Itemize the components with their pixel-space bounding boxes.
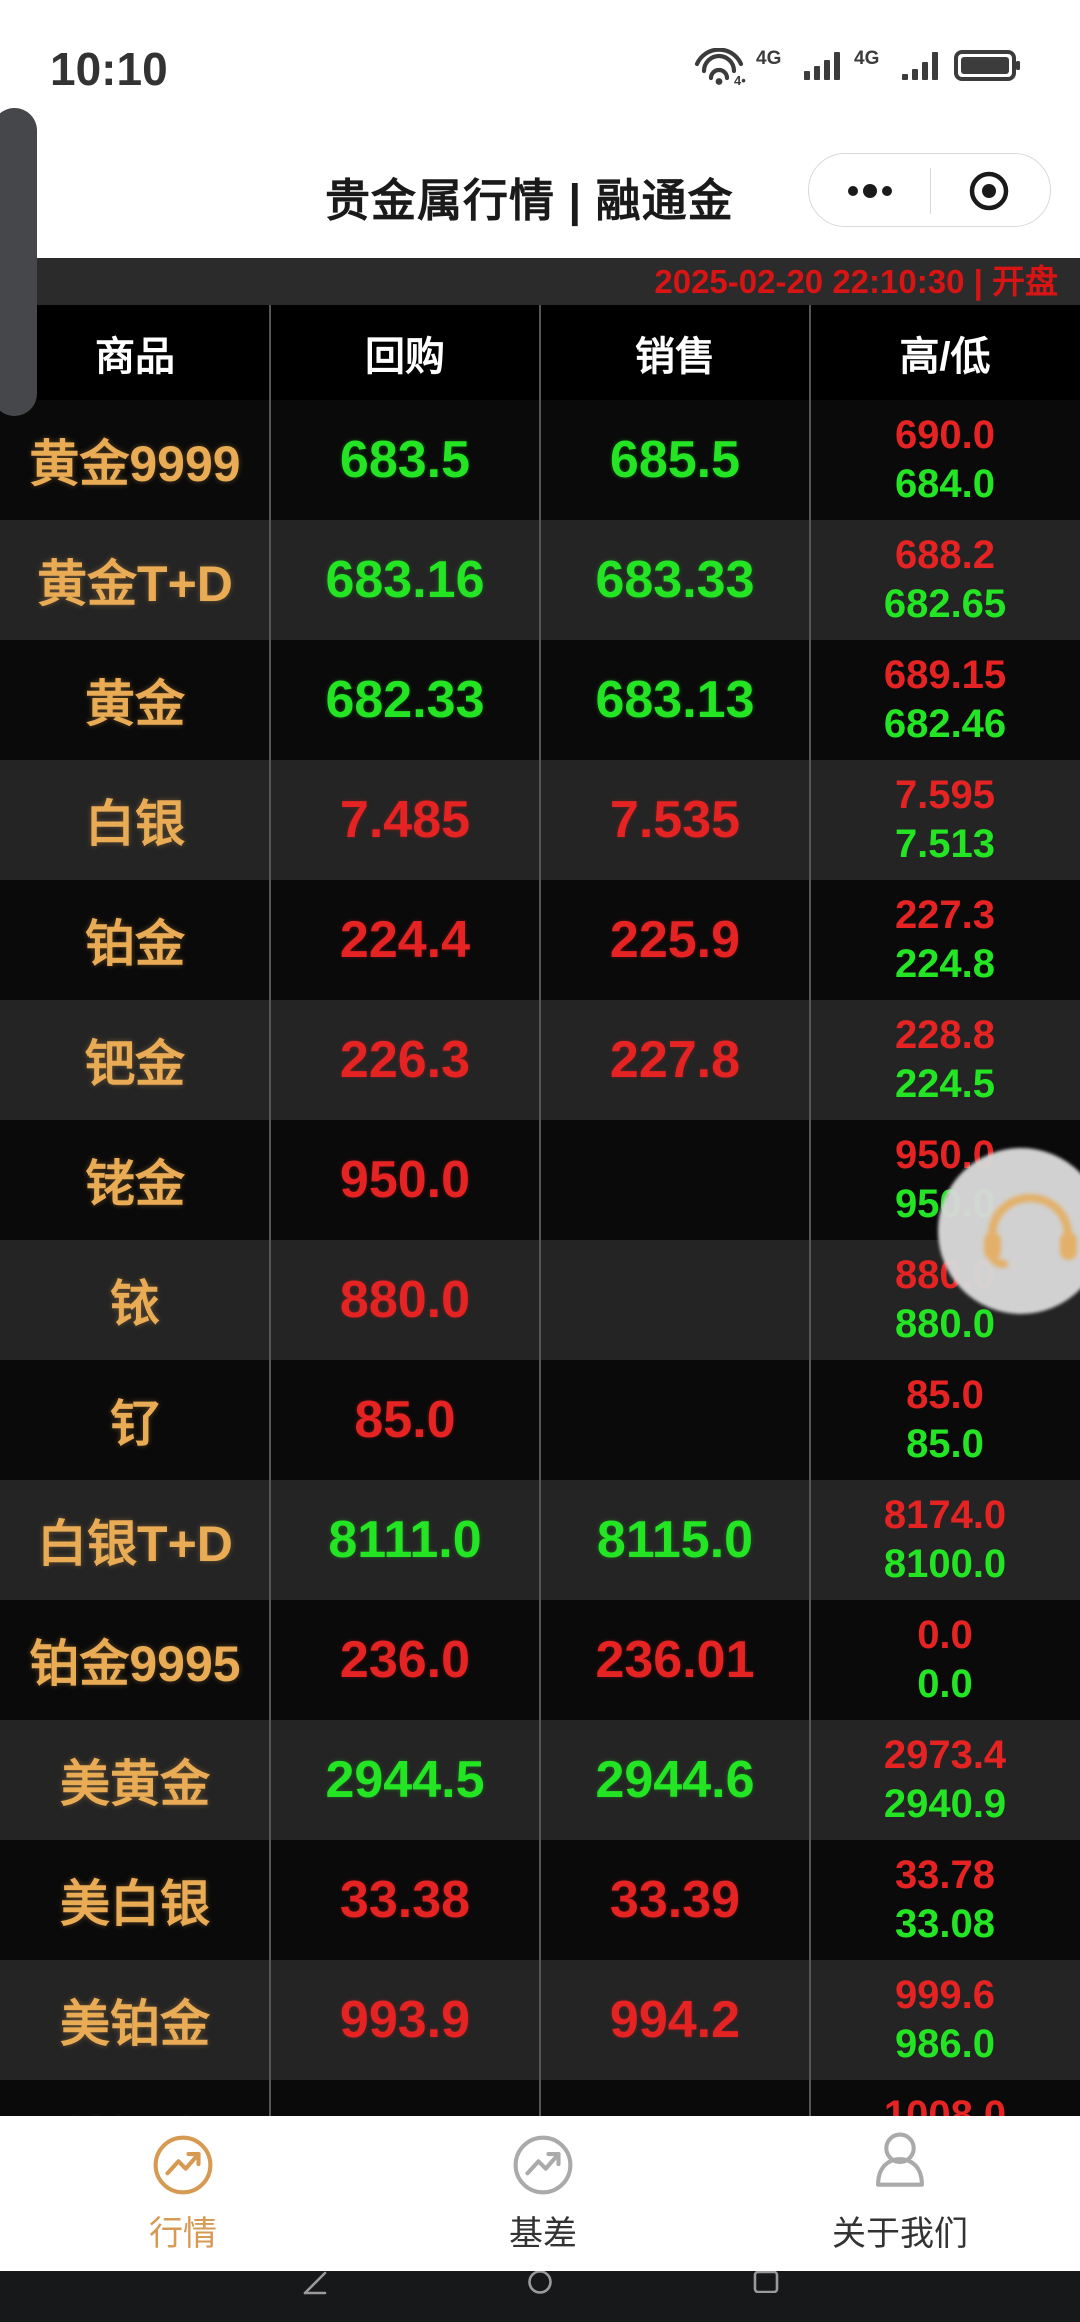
svg-text:4•: 4• [734, 73, 746, 88]
svg-text:4G: 4G [854, 48, 879, 69]
svg-text:4G: 4G [756, 48, 781, 69]
